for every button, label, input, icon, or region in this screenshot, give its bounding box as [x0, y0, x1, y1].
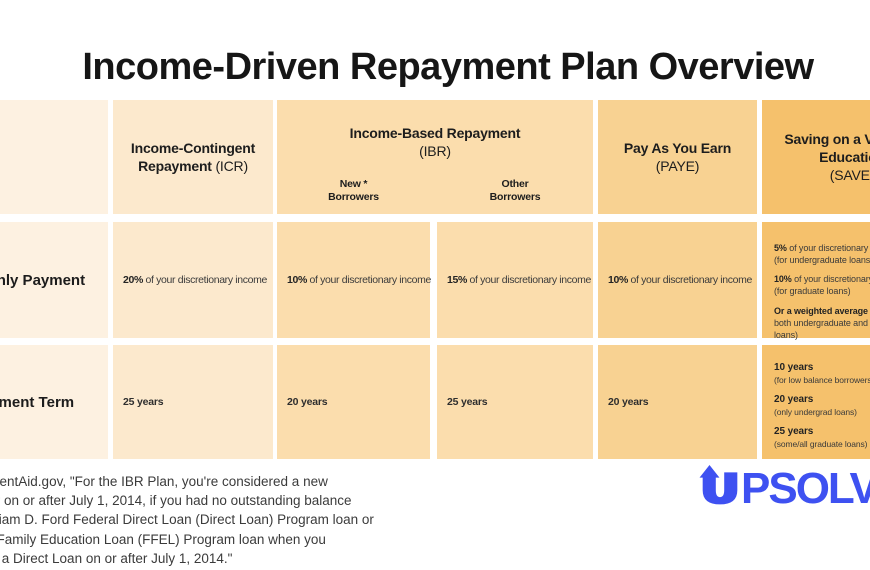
save-monthly-undergrad: 5% of your discretionary income (for und…	[774, 243, 870, 266]
header-ibr-name: Income-Based Repayment	[349, 125, 521, 141]
header-ibr-abbr: (IBR)	[419, 143, 451, 160]
subheader-other-borrowers: Other Borrowers	[489, 177, 541, 203]
footnote-line: received a Direct Loan on or after July …	[0, 550, 233, 566]
cell-save-payment-term: 10 years (for low balance borrowers) 20 …	[762, 345, 870, 459]
header-icr-line1: Income-Contingent	[130, 139, 256, 156]
header-empty-corner-cell	[0, 100, 108, 214]
header-save-line1: Saving on a Valuable	[784, 130, 870, 147]
header-ibr: Income-Based Repayment (IBR) New * Borro…	[277, 100, 593, 214]
header-paye: Pay As You Earn (PAYE)	[598, 100, 757, 214]
cell-ibr-other-payment-term: 25 years	[437, 345, 593, 459]
header-save-abbr: (SAVE)	[829, 167, 870, 184]
upsolve-logo-text: PSOLVE	[741, 464, 870, 513]
cell-icr-monthly-payment: 20% of your discretionary income	[113, 222, 273, 338]
header-paye-abbr: (PAYE)	[655, 158, 700, 174]
footnote-ibr-new-borrower: Per StudentAid.gov, "For the IBR Plan, y…	[0, 472, 374, 568]
cell-save-monthly-payment: 5% of your discretionary income (for und…	[762, 222, 870, 340]
cell-ibr-new-monthly-payment: 10% of your discretionary income	[277, 222, 431, 338]
save-term-20: 20 years (only undergrad loans)	[774, 394, 857, 417]
save-monthly-weighted: Or a weighted average (if you have both …	[774, 305, 870, 340]
header-save-line2: Education	[819, 148, 870, 165]
header-paye-name: Pay As You Earn	[623, 139, 732, 156]
cell-paye-monthly-payment: 10% of your discretionary income	[598, 222, 757, 338]
cell-paye-payment-term: 20 years	[598, 345, 757, 459]
upsolve-logo: PSOLVE	[699, 465, 870, 511]
footnote-line: borrower on or after July 1, 2014, if yo…	[0, 493, 352, 509]
footnote-line: Per StudentAid.gov, "For the IBR Plan, y…	[0, 474, 328, 489]
footnote-line: Federal Family Education Loan (FFEL) Pro…	[0, 531, 326, 547]
subheader-new-borrowers: New * Borrowers	[328, 177, 379, 203]
header-icr-line2: Repayment (ICR)	[138, 158, 248, 174]
cell-ibr-new-payment-term: 20 years	[277, 345, 430, 459]
header-icr-abbr: (ICR)	[215, 158, 248, 174]
save-monthly-grad: 10% of your discretionary income (for gr…	[774, 274, 870, 297]
header-save: Saving on a Valuable Education (SAVE)	[762, 100, 870, 214]
page-title: Income-Driven Repayment Plan Overview	[82, 46, 814, 88]
save-term-25: 25 years (some/all graduate loans)	[774, 426, 868, 449]
row-label-monthly-payment: Monthly Payment	[0, 222, 108, 338]
cell-icr-payment-term: 25 years	[113, 345, 273, 459]
row-label-payment-term: Payment Term	[0, 345, 108, 459]
footnote-line: on a William D. Ford Federal Direct Loan…	[0, 512, 374, 528]
save-term-10: 10 years (for low balance borrowers)	[774, 362, 870, 385]
upsolve-u-arrow-icon	[699, 465, 738, 505]
cell-ibr-other-monthly-payment: 15% of your discretionary income	[437, 222, 593, 338]
header-icr: Income-Contingent Repayment (ICR)	[113, 100, 273, 214]
